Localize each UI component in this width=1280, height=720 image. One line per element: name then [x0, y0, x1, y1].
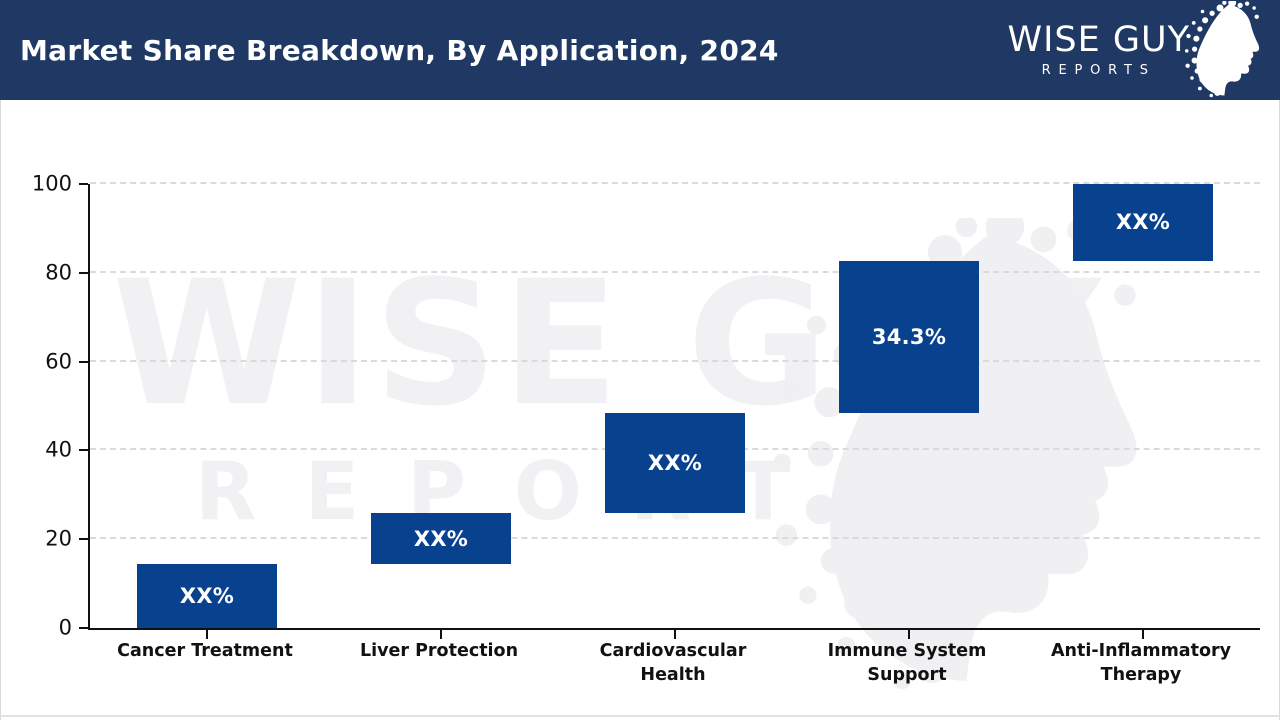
bar-value-label: XX%	[1115, 210, 1171, 235]
x-tick-label: Anti-Inflammatory Therapy	[1050, 641, 1232, 685]
bar-value-label: 34.3%	[871, 324, 947, 349]
bar: XX%	[604, 413, 746, 514]
bar-value-label: XX%	[179, 583, 235, 608]
x-tick-label: Liver Protection	[359, 641, 519, 661]
bar: 34.3%	[838, 260, 980, 414]
frame-border-bottom	[0, 715, 1280, 717]
brand-logo-text: WISE GUY REPORTS	[1007, 19, 1190, 78]
bar-value-label: XX%	[413, 526, 469, 551]
x-tick-label: Cardiovascular Health	[599, 641, 747, 685]
header-bar: Market Share Breakdown, By Application, …	[0, 0, 1280, 100]
x-tick-mark	[674, 630, 676, 639]
x-axis-labels: Cancer Treatment Liver Protection Cardiova…	[88, 640, 1258, 710]
chart-area: WISE GUY REPORTS 0 20 40 60 80 100 XX% XX% XX% 3…	[0, 100, 1280, 720]
x-tick-label: Immune System Support	[827, 641, 987, 685]
gridline	[90, 359, 1260, 362]
bar: XX%	[370, 513, 512, 564]
y-tick-mark	[79, 183, 88, 185]
y-axis-labels: 0 20 40 60 80 100	[0, 173, 78, 638]
y-tick-label: 0	[58, 615, 72, 640]
x-tick-mark	[908, 630, 910, 639]
page-title: Market Share Breakdown, By Application, …	[20, 33, 779, 67]
y-tick-label: 40	[45, 437, 72, 462]
y-tick-mark	[79, 627, 88, 629]
x-tick-mark	[1142, 630, 1144, 639]
y-tick-mark	[79, 538, 88, 541]
y-tick-label: 80	[45, 260, 72, 285]
brand-name: WISE GUY	[1007, 19, 1190, 60]
gridline	[90, 537, 1260, 540]
y-tick-mark	[79, 271, 88, 274]
gridline	[90, 182, 1260, 184]
bar-value-label: XX%	[647, 451, 703, 476]
x-tick-label: Cancer Treatment	[117, 641, 293, 661]
plot-area: XX% XX% XX% 34.3% XX%	[79, 182, 1260, 639]
y-tick-label: 60	[45, 349, 72, 374]
frame-border-left	[0, 100, 1, 720]
y-tick-mark	[79, 449, 88, 452]
gridline	[90, 270, 1260, 273]
bar: XX%	[1072, 184, 1214, 261]
y-tick-label: 100	[31, 171, 72, 196]
y-tick-label: 20	[45, 526, 72, 551]
x-tick-mark	[206, 630, 208, 639]
brand-subname: REPORTS	[1041, 62, 1156, 78]
brand-logo: WISE GUY REPORTS	[1007, 1, 1266, 99]
y-tick-mark	[79, 360, 88, 363]
bar: XX%	[136, 563, 278, 628]
x-tick-mark	[440, 630, 442, 639]
